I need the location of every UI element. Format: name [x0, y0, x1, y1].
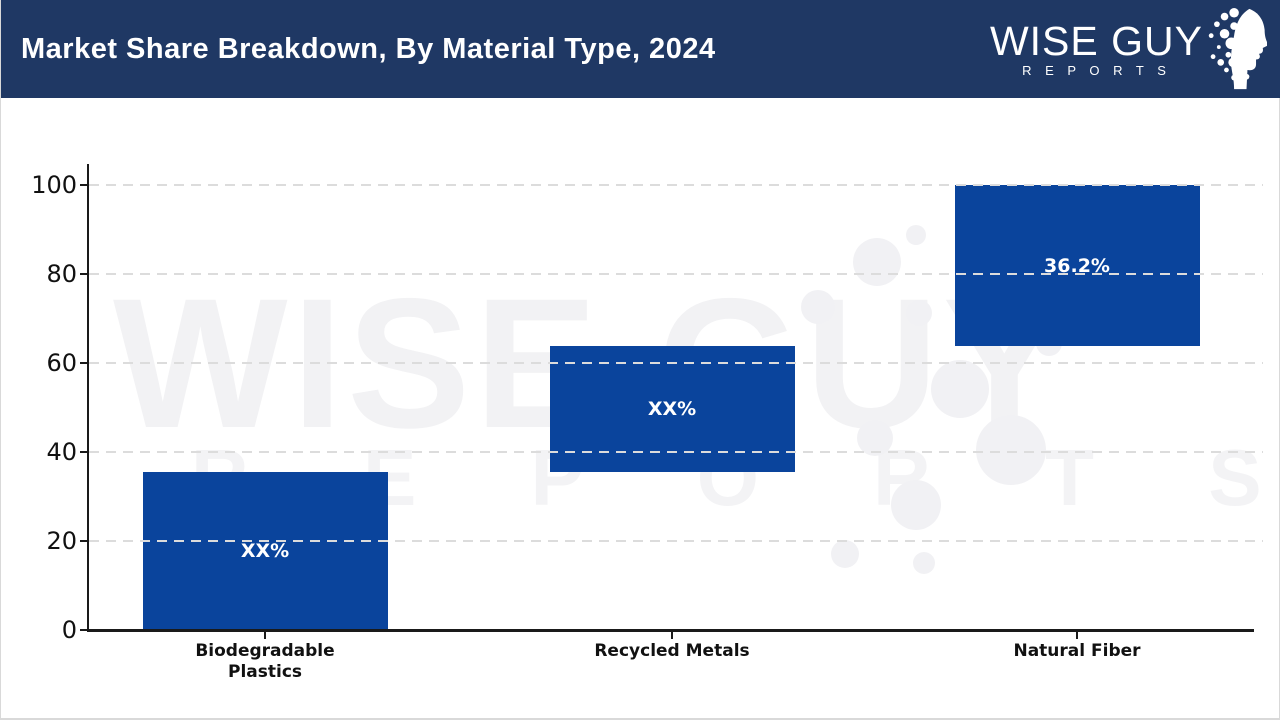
watermark-dot	[801, 290, 835, 324]
watermark-dot	[906, 225, 926, 245]
x-tick-mark	[671, 630, 673, 639]
logo-text: WISE GUY R E P O R T S	[989, 17, 1203, 78]
y-tick-mark	[80, 362, 89, 364]
watermark-dot	[853, 238, 901, 286]
wiseguy-logo: WISE GUY R E P O R T S	[990, 0, 1267, 98]
watermark-dot	[831, 540, 859, 568]
bar-2: 36.2%	[954, 185, 1200, 347]
gridline-60	[89, 362, 1263, 364]
bar-0: XX%	[142, 472, 388, 630]
watermark-dot	[913, 552, 935, 574]
y-tick-label-0: 0	[61, 616, 77, 644]
bar-value-label: 36.2%	[1044, 254, 1110, 277]
y-tick-label-20: 20	[46, 527, 77, 555]
y-axis	[87, 164, 89, 632]
x-axis	[87, 629, 1254, 632]
logo-face-icon	[1208, 7, 1267, 90]
y-tick-label-60: 60	[46, 349, 77, 377]
watermark-dot	[906, 300, 932, 326]
logo-wordmark: WISE GUY	[989, 17, 1203, 64]
gridline-20	[89, 540, 1263, 542]
gridline-40	[89, 451, 1263, 453]
bar-value-label: XX%	[647, 398, 697, 421]
y-tick-mark	[80, 273, 89, 275]
y-tick-mark	[80, 451, 89, 453]
gridline-100	[89, 184, 1263, 186]
y-tick-label-100: 100	[31, 171, 77, 199]
y-tick-mark	[80, 629, 89, 631]
x-category-label-0: Biodegradable Plastics	[195, 641, 335, 682]
x-category-label-1: Recycled Metals	[594, 641, 750, 661]
watermark-dot	[976, 415, 1046, 485]
bar-1: XX%	[549, 346, 795, 472]
logo-subtext: R E P O R T S	[1022, 62, 1171, 78]
y-tick-mark	[80, 540, 89, 542]
header-bar: Market Share Breakdown, By Material Type…	[1, 0, 1280, 98]
page-title: Market Share Breakdown, By Material Type…	[21, 32, 716, 65]
watermark-dot	[931, 360, 989, 418]
x-category-label-2: Natural Fiber	[1013, 641, 1141, 661]
x-tick-mark	[264, 630, 266, 639]
bar-value-label: XX%	[240, 540, 290, 562]
y-tick-label-80: 80	[46, 260, 77, 288]
y-tick-label-40: 40	[46, 438, 77, 466]
x-tick-mark	[1076, 630, 1078, 639]
y-tick-mark	[80, 184, 89, 186]
watermark-dot	[891, 480, 941, 530]
gridline-80	[89, 273, 1263, 275]
